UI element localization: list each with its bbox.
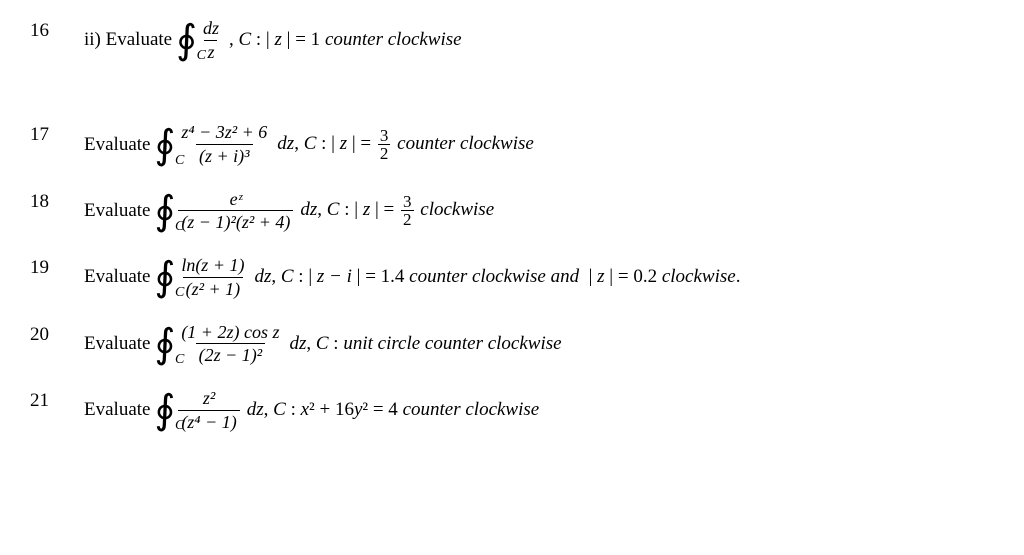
numerator: z² [200,388,218,410]
problem-content: Evaluate ∮C z² (z⁴ − 1) dz, C : x² + 16y… [84,388,994,432]
problem-row: 19 Evaluate ∮C ln(z + 1) (z² + 1) dz, C … [30,255,994,299]
problem-content: Evaluate ∮C (1 + 2z) cos z (2z − 1)² dz,… [84,322,994,366]
oint-symbol: ∮C [154,125,175,165]
problem-number: 21 [30,388,84,412]
fraction: ln(z + 1) (z² + 1) [178,255,247,299]
numerator: ln(z + 1) [178,255,247,277]
denominator: (z⁴ − 1) [178,410,239,433]
problem-row: 21 Evaluate ∮C z² (z⁴ − 1) dz, C : x² + … [30,388,994,432]
prefix-text: Evaluate [84,333,150,355]
prefix-text: Evaluate [84,200,150,222]
integral-formula: ∮C ln(z + 1) (z² + 1) [154,255,250,299]
oint-symbol: ∮C [154,390,175,430]
oint-symbol: ∮C [154,324,175,364]
problem-row: 18 Evaluate ∮C eᶻ (z − 1)²(z² + 4) dz, C… [30,189,994,233]
integral-formula: ∮C (1 + 2z) cos z (2z − 1)² [154,322,285,366]
problem-content: ii) Evaluate ∮C dz z , C : | z | = 1 cou… [84,18,994,62]
integral-formula: ∮C dz z [176,18,225,62]
denominator: (2z − 1)² [196,343,266,366]
condition-text: dz, C : unit circle counter clockwise [289,333,561,355]
integral-formula: ∮C z² (z⁴ − 1) [154,388,242,432]
problem-row: 20 Evaluate ∮C (1 + 2z) cos z (2z − 1)² … [30,322,994,366]
fraction: eᶻ (z − 1)²(z² + 4) [178,189,293,233]
numerator: eᶻ [227,189,245,211]
numerator: (1 + 2z) cos z [178,322,282,344]
problem-number: 18 [30,189,84,213]
condition-text: dz, C : x² + 16y² = 4 counter clockwise [247,399,540,421]
condition-text: dz, C : | z | = 32 counter clockwise [277,127,534,162]
fraction: (1 + 2z) cos z (2z − 1)² [178,322,282,366]
problem-number: 16 [30,18,84,42]
condition-text: dz, C : | z − i | = 1.4 counter clockwis… [254,266,740,288]
prefix-text: Evaluate [84,266,150,288]
oint-symbol: ∮C [176,20,197,60]
fraction: z⁴ − 3z² + 6 (z + i)³ [178,122,270,166]
prefix-text: Evaluate [84,134,150,156]
integral-formula: ∮C eᶻ (z − 1)²(z² + 4) [154,189,296,233]
problem-number: 17 [30,122,84,146]
prefix-text: Evaluate [84,399,150,421]
problem-content: Evaluate ∮C eᶻ (z − 1)²(z² + 4) dz, C : … [84,189,994,233]
problem-number: 19 [30,255,84,279]
numerator: z⁴ − 3z² + 6 [178,122,270,144]
fraction: z² (z⁴ − 1) [178,388,239,432]
denominator: z [204,40,217,63]
problem-number: 20 [30,322,84,346]
condition-text: , C : | z | = 1 counter clockwise [229,29,462,51]
denominator: (z + i)³ [196,144,253,167]
prefix-text: ii) Evaluate [84,29,172,51]
oint-symbol: ∮C [154,257,175,297]
denominator: (z² + 1) [183,277,244,300]
problem-content: Evaluate ∮C ln(z + 1) (z² + 1) dz, C : |… [84,255,994,299]
oint-symbol: ∮C [154,191,175,231]
problem-row: 16 ii) Evaluate ∮C dz z , C : | z | = 1 … [30,18,994,62]
numerator: dz [200,18,222,40]
integral-formula: ∮C z⁴ − 3z² + 6 (z + i)³ [154,122,273,166]
denominator: (z − 1)²(z² + 4) [178,210,293,233]
problem-row: 17 Evaluate ∮C z⁴ − 3z² + 6 (z + i)³ dz,… [30,122,994,166]
condition-text: dz, C : | z | = 32 clockwise [300,193,494,228]
problem-content: Evaluate ∮C z⁴ − 3z² + 6 (z + i)³ dz, C … [84,122,994,166]
